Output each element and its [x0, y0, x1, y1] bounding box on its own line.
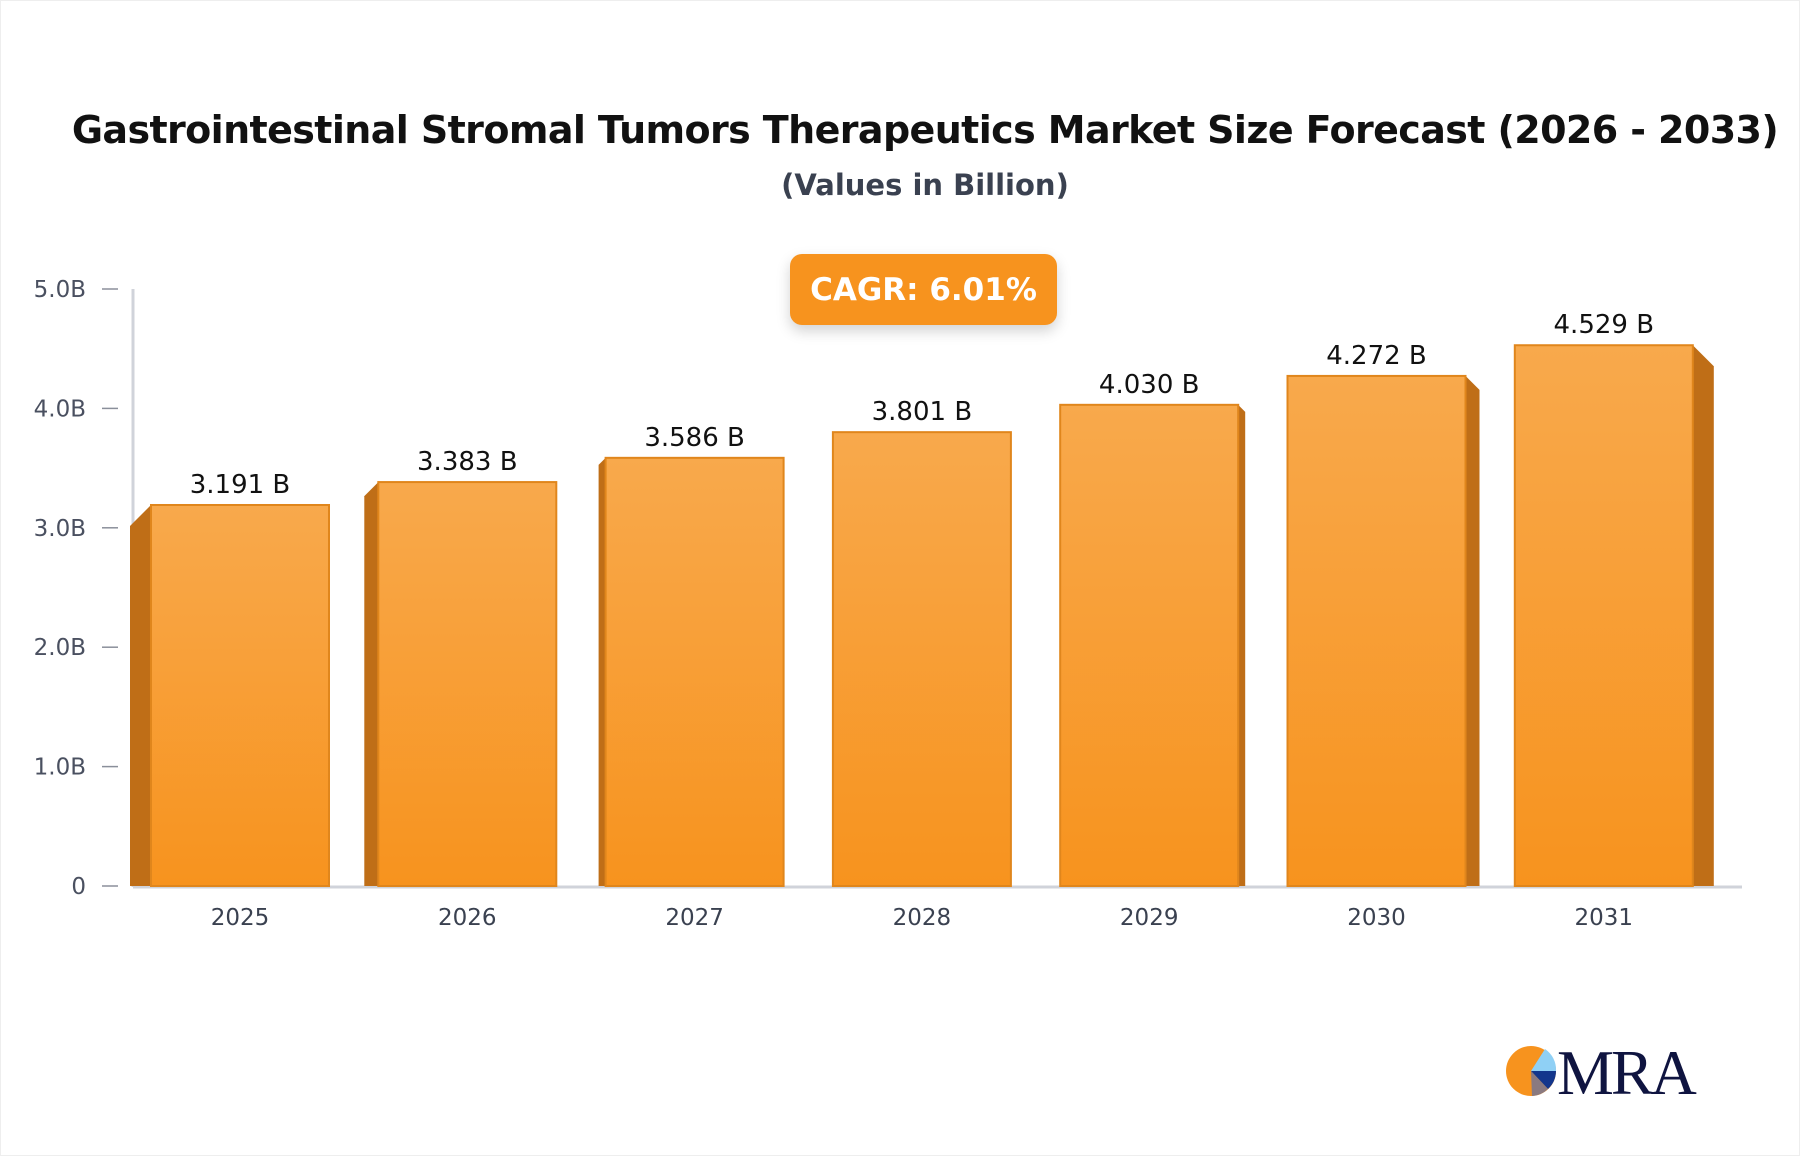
bar-2031	[1513, 344, 1694, 887]
data-label: 3.586 B	[644, 423, 745, 453]
chart-subtitle: (Values in Billion)	[781, 168, 1069, 202]
y-tick-label: 3.0B	[34, 516, 86, 542]
x-tick-label: 2027	[665, 905, 724, 931]
bar-2025	[150, 503, 330, 887]
bar-side	[1692, 345, 1714, 886]
x-tick-label: 2029	[1120, 905, 1179, 931]
chart-title: Gastrointestinal Stromal Tumors Therapeu…	[71, 108, 1779, 152]
data-label: 3.191 B	[190, 470, 291, 500]
data-label: 3.801 B	[872, 397, 973, 427]
bar-side	[598, 457, 606, 886]
x-tick-label: 2031	[1575, 905, 1634, 931]
bar-2026	[377, 481, 558, 887]
bar-2030	[1286, 374, 1467, 887]
data-label: 4.272 B	[1326, 341, 1427, 371]
y-tick-label: 4.0B	[34, 396, 86, 422]
bar-side	[130, 504, 151, 886]
x-tick-label: 2028	[893, 905, 952, 931]
cagr-badge: CAGR: 6.01%	[790, 254, 1057, 325]
y-tick-label: 1.0B	[34, 755, 86, 781]
pie-logo-icon	[1506, 1046, 1557, 1096]
y-tick-label: 5.0B	[34, 277, 86, 303]
bar-side	[364, 482, 379, 886]
logo-text: MRA	[1557, 1037, 1697, 1108]
data-label: 3.383 B	[417, 447, 518, 477]
mra-logo: MRA	[1505, 1037, 1697, 1108]
x-tick-label: 2025	[211, 905, 270, 931]
bar-2027	[604, 456, 785, 887]
x-tick-label: 2026	[438, 905, 497, 931]
bar-side	[1465, 375, 1480, 886]
data-label: 4.030 B	[1099, 370, 1200, 400]
bar-2029	[1059, 403, 1240, 887]
bar-side	[1238, 404, 1246, 886]
y-tick-label: 0	[71, 874, 86, 900]
y-tick-label: 2.0B	[34, 635, 86, 661]
data-label: 4.529 B	[1554, 310, 1655, 340]
x-tick-label: 2030	[1347, 905, 1406, 931]
bar-2028	[831, 431, 1012, 887]
